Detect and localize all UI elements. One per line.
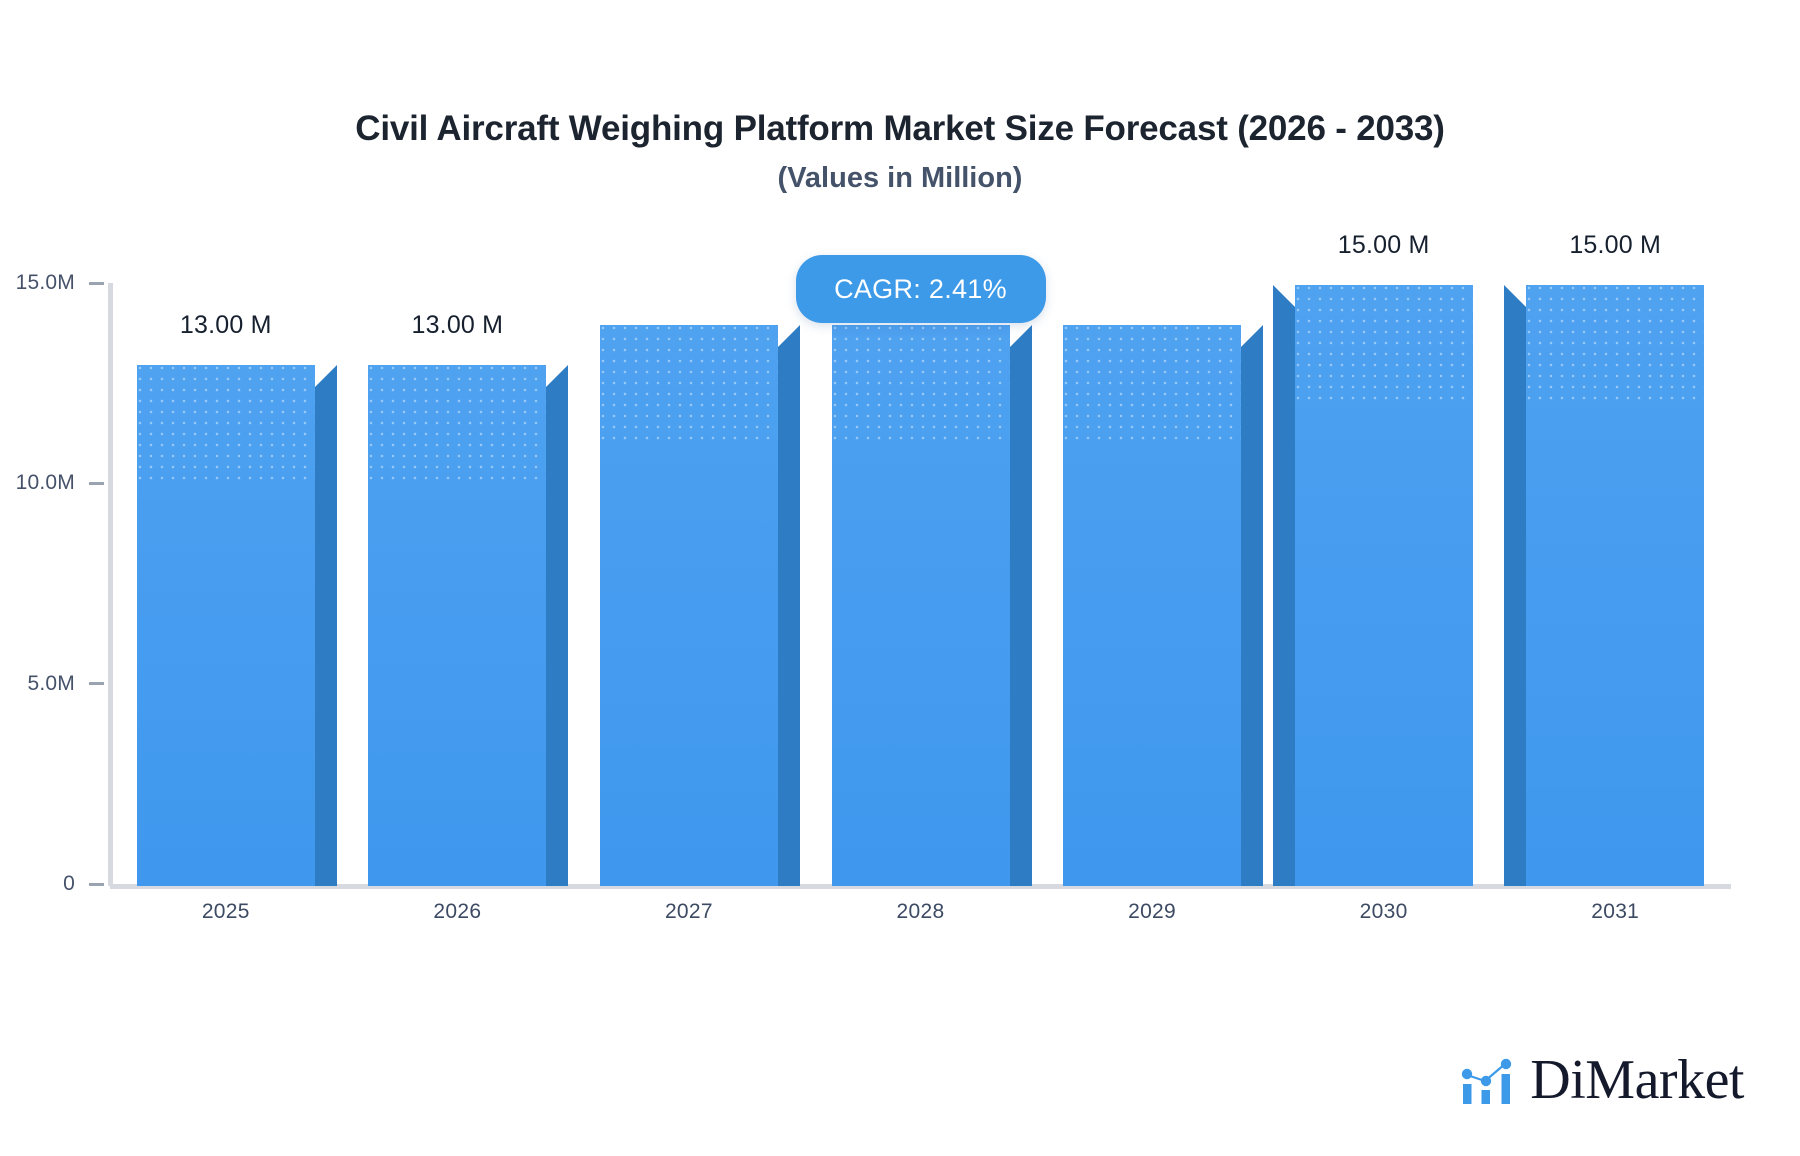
bar-side-panel: [1272, 307, 1295, 886]
x-axis-tick-label: 2028: [896, 900, 945, 923]
bar[interactable]: [599, 325, 800, 886]
y-axis-line: [108, 283, 113, 886]
y-axis-tick-mark: [89, 882, 104, 886]
chart-subtitle: (Values in Million): [777, 162, 1023, 195]
chart-title: Civil Aircraft Weighing Platform Market …: [355, 109, 1445, 148]
y-axis-tick-mark: [89, 682, 104, 686]
x-axis-tick-label: 2029: [1128, 900, 1177, 923]
bar-side-panel: [1504, 307, 1527, 886]
bar[interactable]: [1504, 285, 1705, 886]
y-axis-tick-mark: [89, 481, 104, 485]
bar[interactable]: [136, 365, 337, 886]
bar-side-panel: [314, 387, 337, 886]
bar-value-label: 13.00 M: [179, 311, 272, 340]
bar-face: [599, 325, 778, 886]
y-axis-tick-label: 10.0M: [15, 471, 75, 495]
chart-header: Civil Aircraft Weighing Platform Market …: [0, 108, 1800, 195]
bar[interactable]: [1272, 285, 1473, 886]
y-axis-tick: 0: [0, 872, 104, 895]
y-axis-tick: 15.0M: [0, 271, 104, 294]
bar-face: [136, 365, 315, 886]
bar-face: [831, 325, 1010, 886]
x-axis-tick-label: 2025: [201, 900, 250, 923]
bar[interactable]: [831, 325, 1032, 886]
brand-logo: DiMarket: [1460, 1052, 1744, 1108]
y-axis-tick-label: 0: [63, 872, 75, 895]
y-axis-tick: 10.0M: [0, 471, 104, 495]
x-axis-tick-label: 2030: [1359, 900, 1408, 923]
plot-area: [110, 230, 1730, 886]
x-axis-tick-label: 2027: [664, 900, 713, 923]
bar-value-label: 15.00 M: [1337, 231, 1430, 259]
y-axis-tick-label: 15.0M: [15, 271, 75, 294]
cagr-badge: CAGR: 2.41%: [795, 255, 1046, 324]
bar-chart-icon: [1460, 1055, 1514, 1105]
bar-side-panel: [777, 347, 800, 886]
x-axis-tick-label: 2031: [1591, 900, 1640, 923]
bar-face: [1294, 285, 1473, 886]
y-axis-tick-label: 5.0M: [27, 671, 75, 695]
bar-face: [368, 365, 547, 886]
x-axis-tick-label: 2026: [433, 900, 482, 923]
bar-value-label: 15.00 M: [1569, 231, 1662, 259]
bar-face: [1063, 325, 1242, 886]
bar-value-label: 13.00 M: [411, 311, 504, 340]
y-axis-tick: 5.0M: [0, 671, 104, 695]
y-axis-tick-mark: [89, 281, 104, 285]
bar-side-panel: [546, 387, 569, 886]
bar[interactable]: [1063, 325, 1264, 886]
x-axis-line: [110, 884, 1731, 889]
bar[interactable]: [368, 365, 569, 886]
bar-face: [1526, 285, 1705, 886]
logo-wordmark: DiMarket: [1530, 1049, 1744, 1111]
bar-side-panel: [1241, 347, 1264, 886]
bar-side-panel: [1009, 347, 1032, 886]
